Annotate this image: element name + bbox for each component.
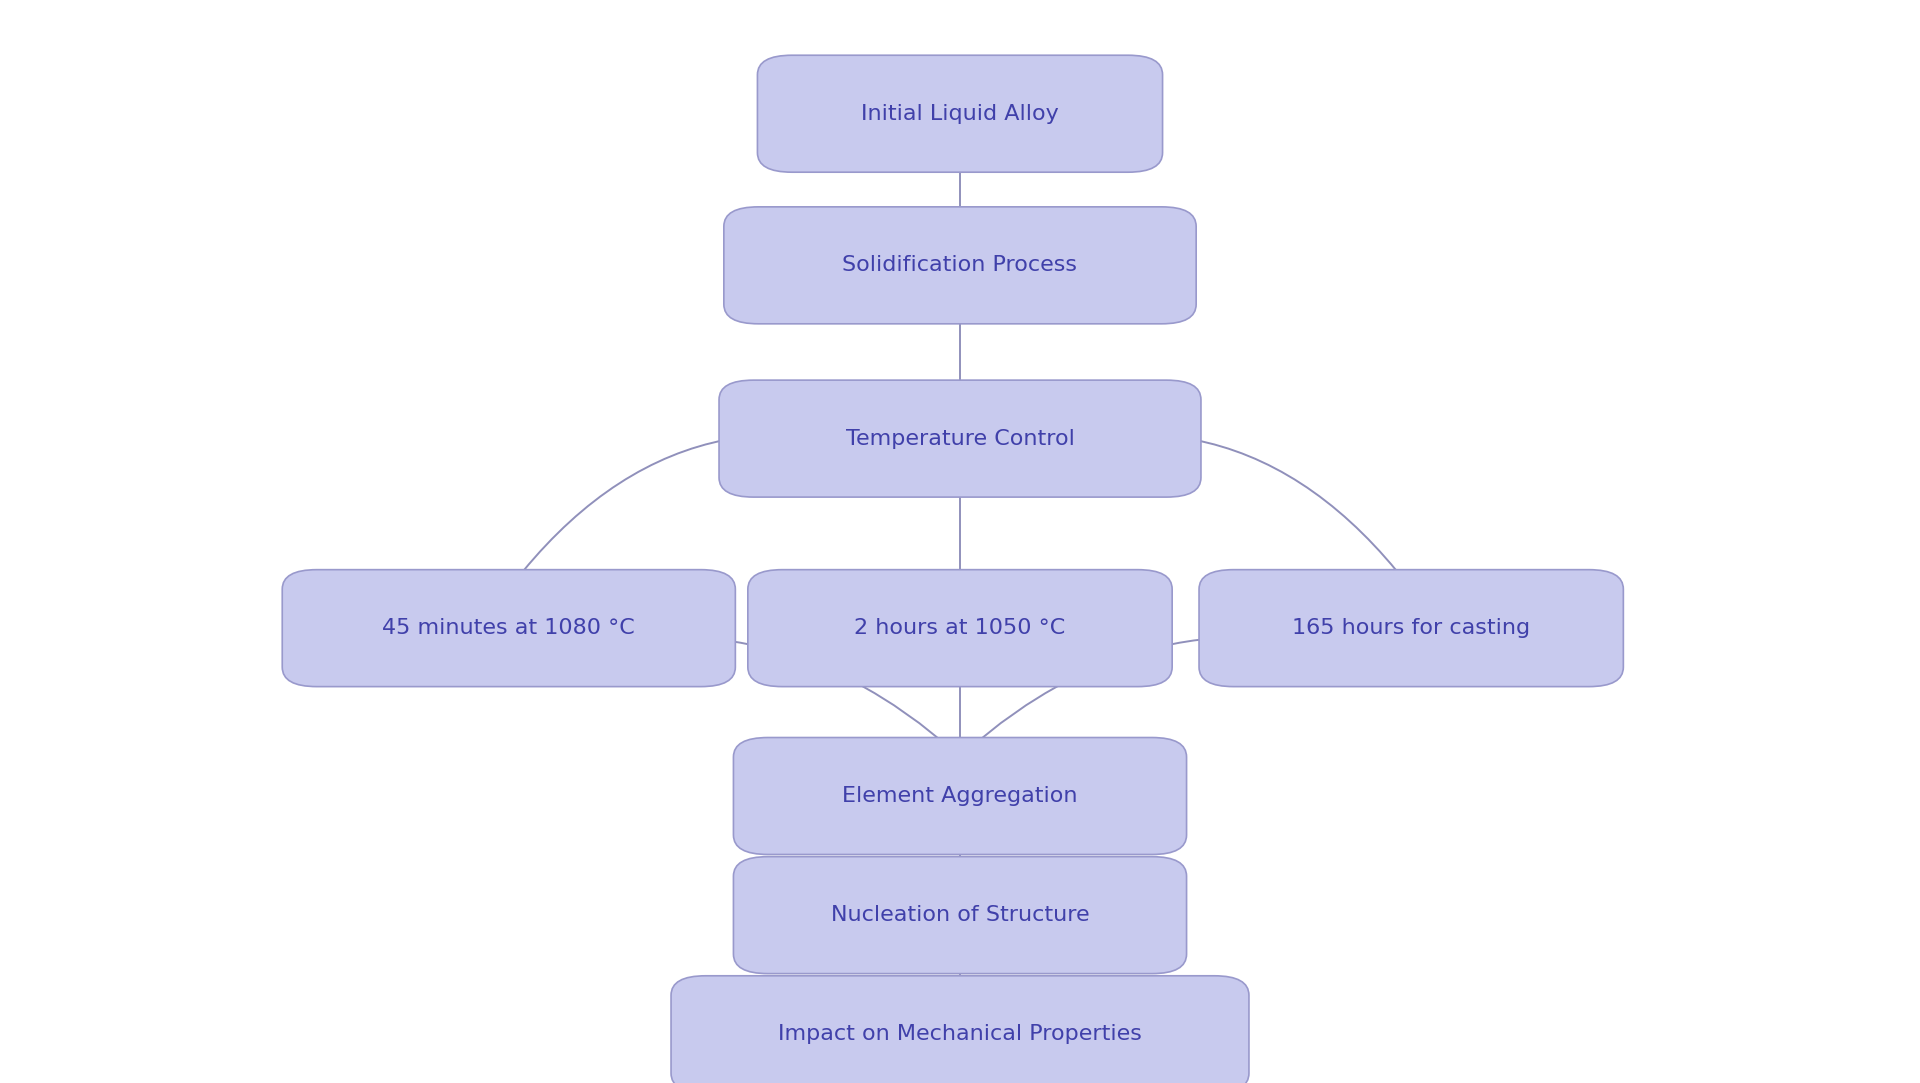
Text: Initial Liquid Alloy: Initial Liquid Alloy bbox=[862, 104, 1058, 123]
FancyBboxPatch shape bbox=[733, 857, 1187, 974]
FancyBboxPatch shape bbox=[1198, 570, 1622, 687]
FancyBboxPatch shape bbox=[724, 207, 1196, 324]
FancyBboxPatch shape bbox=[747, 570, 1171, 687]
Text: 2 hours at 1050 °C: 2 hours at 1050 °C bbox=[854, 618, 1066, 638]
Text: Element Aggregation: Element Aggregation bbox=[843, 786, 1077, 806]
Text: 165 hours for casting: 165 hours for casting bbox=[1292, 618, 1530, 638]
Text: Nucleation of Structure: Nucleation of Structure bbox=[831, 905, 1089, 925]
Text: 45 minutes at 1080 °C: 45 minutes at 1080 °C bbox=[382, 618, 636, 638]
FancyBboxPatch shape bbox=[756, 55, 1162, 172]
FancyBboxPatch shape bbox=[672, 976, 1248, 1083]
FancyBboxPatch shape bbox=[282, 570, 735, 687]
Text: Solidification Process: Solidification Process bbox=[843, 256, 1077, 275]
FancyBboxPatch shape bbox=[733, 738, 1187, 854]
FancyBboxPatch shape bbox=[718, 380, 1202, 497]
Text: Impact on Mechanical Properties: Impact on Mechanical Properties bbox=[778, 1025, 1142, 1044]
Text: Temperature Control: Temperature Control bbox=[845, 429, 1075, 448]
